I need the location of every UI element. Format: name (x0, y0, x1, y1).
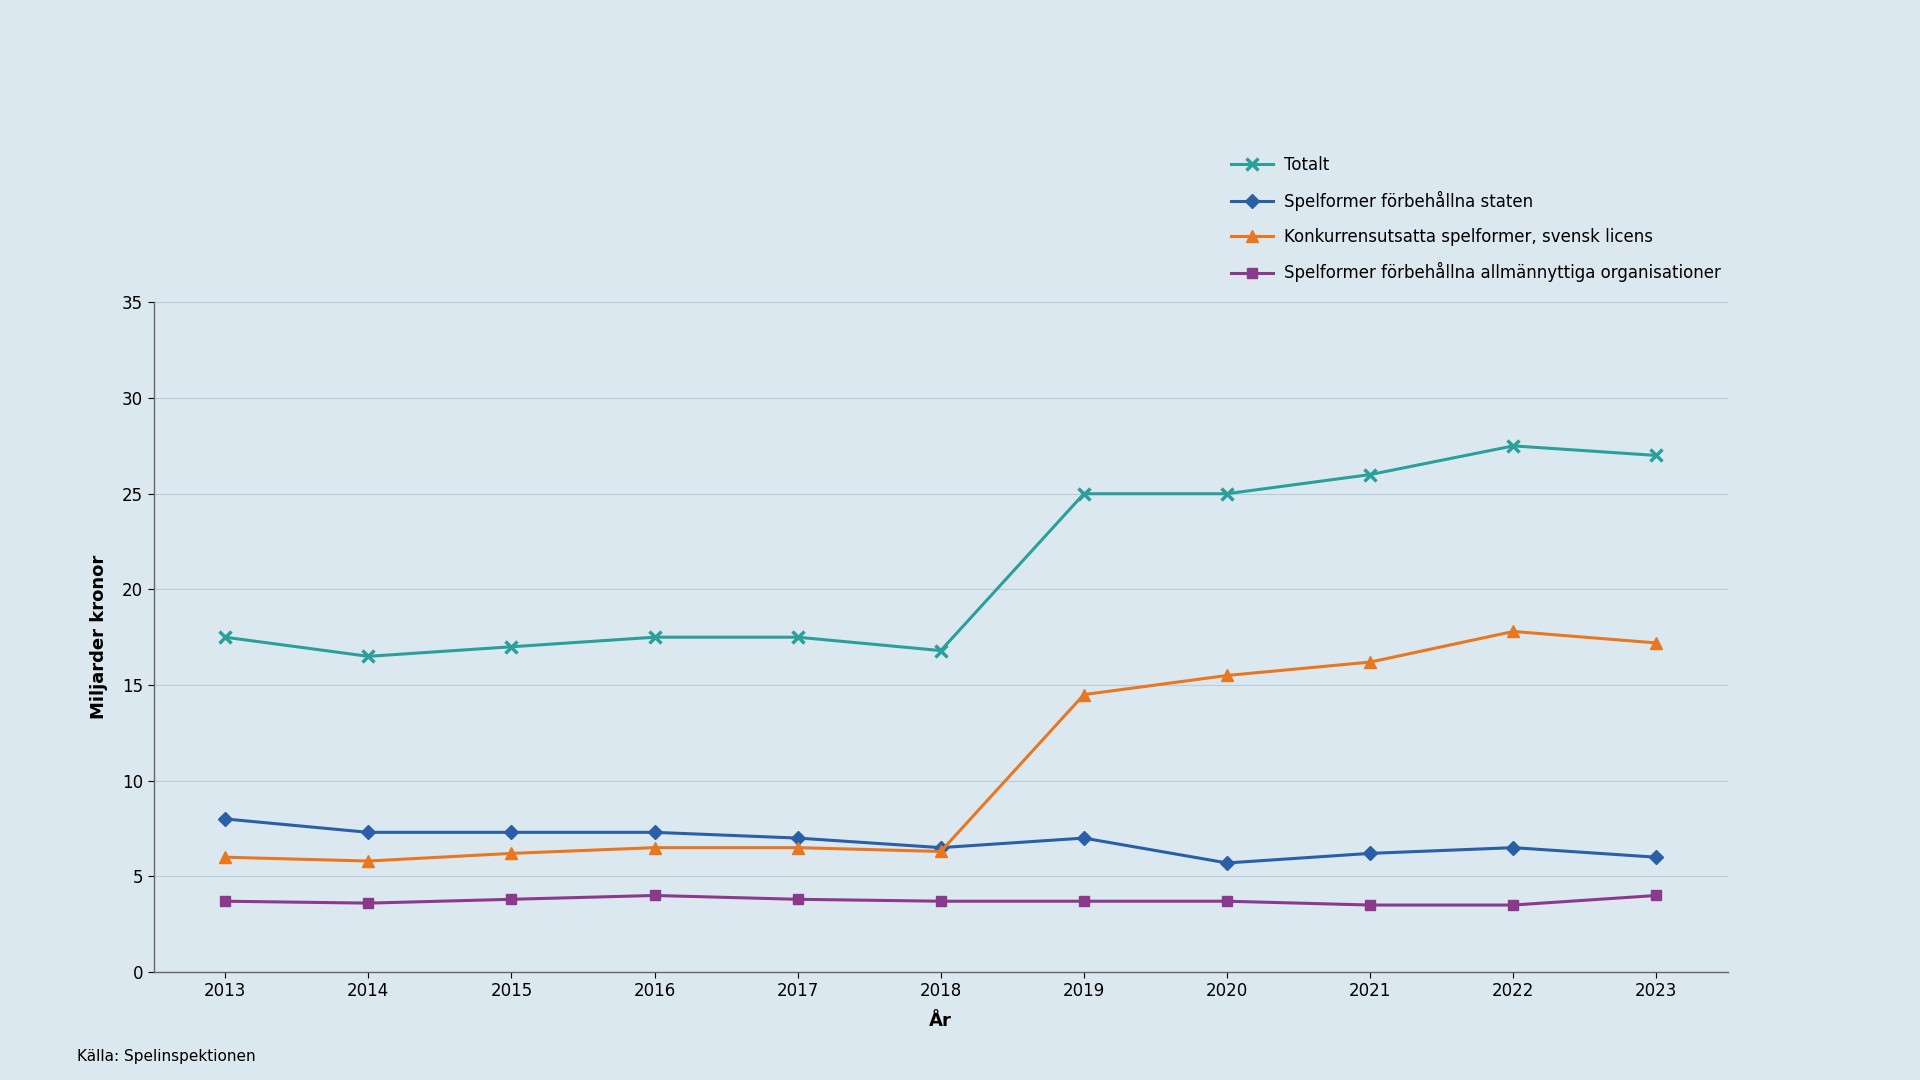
Totalt (499, 640, 522, 653)
Spelformer förbehållna allmännyttiga organisationer (1215, 894, 1238, 907)
Totalt (785, 631, 808, 644)
Spelformer förbehållna staten (643, 826, 666, 839)
Konkurrensutsatta spelformer, svensk licens (1645, 636, 1668, 649)
Spelformer förbehållna allmännyttiga organisationer (1501, 899, 1524, 912)
Totalt (1359, 468, 1382, 481)
Spelformer förbehållna allmännyttiga organisationer (357, 896, 380, 909)
Spelformer förbehållna staten (1645, 851, 1668, 864)
Konkurrensutsatta spelformer, svensk licens (1215, 669, 1238, 681)
Totalt (929, 644, 952, 657)
Line: Konkurrensutsatta spelformer, svensk licens: Konkurrensutsatta spelformer, svensk lic… (219, 626, 1663, 866)
Spelformer förbehållna staten (929, 841, 952, 854)
Totalt (1501, 440, 1524, 453)
Spelformer förbehållna staten (357, 826, 380, 839)
Spelformer förbehållna allmännyttiga organisationer (643, 889, 666, 902)
Konkurrensutsatta spelformer, svensk licens (499, 847, 522, 860)
Konkurrensutsatta spelformer, svensk licens (357, 854, 380, 867)
Spelformer förbehållna allmännyttiga organisationer (929, 894, 952, 907)
Legend: Totalt, Spelformer förbehållna staten, Konkurrensutsatta spelformer, svensk lice: Totalt, Spelformer förbehållna staten, K… (1225, 149, 1728, 289)
Totalt (357, 650, 380, 663)
X-axis label: År: År (929, 1012, 952, 1029)
Konkurrensutsatta spelformer, svensk licens (1359, 656, 1382, 669)
Spelformer förbehållna allmännyttiga organisationer (785, 893, 808, 906)
Spelformer förbehållna allmännyttiga organisationer (1645, 889, 1668, 902)
Totalt (643, 631, 666, 644)
Y-axis label: Miljarder kronor: Miljarder kronor (90, 555, 108, 719)
Spelformer förbehållna staten (499, 826, 522, 839)
Spelformer förbehållna staten (1359, 847, 1382, 860)
Spelformer förbehållna staten (785, 832, 808, 845)
Totalt (213, 631, 236, 644)
Spelformer förbehållna allmännyttiga organisationer (499, 893, 522, 906)
Spelformer förbehållna allmännyttiga organisationer (213, 894, 236, 907)
Spelformer förbehållna allmännyttiga organisationer (1073, 894, 1096, 907)
Spelformer förbehållna staten (1073, 832, 1096, 845)
Text: Källa: Spelinspektionen: Källa: Spelinspektionen (77, 1049, 255, 1064)
Konkurrensutsatta spelformer, svensk licens (929, 845, 952, 858)
Konkurrensutsatta spelformer, svensk licens (213, 851, 236, 864)
Line: Spelformer förbehållna allmännyttiga organisationer: Spelformer förbehållna allmännyttiga org… (221, 891, 1661, 910)
Line: Spelformer förbehållna staten: Spelformer förbehållna staten (221, 814, 1661, 868)
Spelformer förbehållna staten (1501, 841, 1524, 854)
Konkurrensutsatta spelformer, svensk licens (1073, 688, 1096, 701)
Konkurrensutsatta spelformer, svensk licens (643, 841, 666, 854)
Totalt (1645, 449, 1668, 462)
Konkurrensutsatta spelformer, svensk licens (785, 841, 808, 854)
Spelformer förbehållna staten (1215, 856, 1238, 869)
Spelformer förbehållna allmännyttiga organisationer (1359, 899, 1382, 912)
Spelformer förbehållna staten (213, 812, 236, 825)
Totalt (1215, 487, 1238, 500)
Line: Totalt: Totalt (219, 440, 1663, 663)
Totalt (1073, 487, 1096, 500)
Konkurrensutsatta spelformer, svensk licens (1501, 625, 1524, 638)
